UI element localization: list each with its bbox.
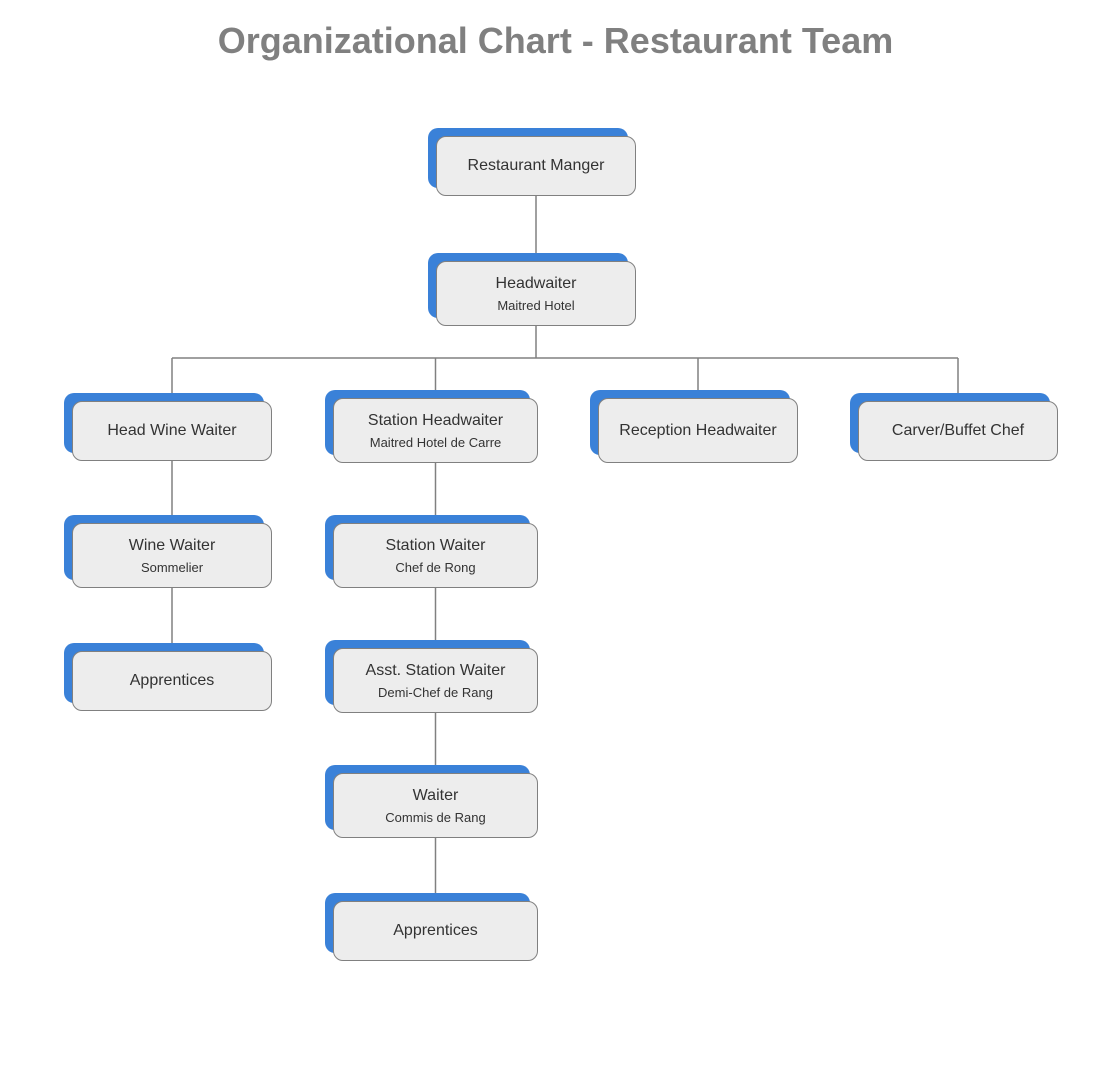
org-node-box: Station Waiter Chef de Rong	[333, 523, 538, 588]
org-node-box: Asst. Station Waiter Demi-Chef de Rang	[333, 648, 538, 713]
org-node: Waiter Commis de Rang	[333, 773, 538, 838]
org-node-box: Apprentices	[72, 651, 272, 711]
org-node: Station Headwaiter Maitred Hotel de Carre	[333, 398, 538, 463]
org-node: Apprentices	[72, 651, 272, 711]
org-node-title: Station Headwaiter	[368, 411, 503, 431]
org-node-subtitle: Maitred Hotel	[497, 298, 574, 314]
org-node-subtitle: Demi-Chef de Rang	[378, 685, 493, 701]
org-node-box: Station Headwaiter Maitred Hotel de Carre	[333, 398, 538, 463]
org-node-subtitle: Maitred Hotel de Carre	[370, 435, 502, 451]
org-node-title: Waiter	[413, 786, 459, 806]
org-node-box: Apprentices	[333, 901, 538, 961]
org-node: Carver/Buffet Chef	[858, 401, 1058, 461]
org-node-title: Apprentices	[130, 671, 215, 691]
org-node-title: Wine Waiter	[129, 536, 216, 556]
org-node-box: Carver/Buffet Chef	[858, 401, 1058, 461]
org-node-title: Headwaiter	[496, 274, 577, 294]
org-node: Asst. Station Waiter Demi-Chef de Rang	[333, 648, 538, 713]
org-node-title: Reception Headwaiter	[619, 421, 776, 441]
org-node-subtitle: Commis de Rang	[385, 810, 485, 826]
org-node-box: Reception Headwaiter	[598, 398, 798, 463]
org-node: Headwaiter Maitred Hotel	[436, 261, 636, 326]
org-node: Restaurant Manger	[436, 136, 636, 196]
org-node-box: Wine Waiter Sommelier	[72, 523, 272, 588]
org-node-title: Asst. Station Waiter	[366, 661, 506, 681]
chart-title: Organizational Chart - Restaurant Team	[0, 20, 1111, 62]
org-node: Reception Headwaiter	[598, 398, 798, 463]
org-node-title: Apprentices	[393, 921, 478, 941]
org-node-subtitle: Sommelier	[141, 560, 203, 576]
org-node: Station Waiter Chef de Rong	[333, 523, 538, 588]
org-node-title: Head Wine Waiter	[107, 421, 236, 441]
org-node-title: Carver/Buffet Chef	[892, 421, 1024, 441]
org-node-box: Restaurant Manger	[436, 136, 636, 196]
org-node-box: Waiter Commis de Rang	[333, 773, 538, 838]
org-node-title: Station Waiter	[386, 536, 486, 556]
org-node-box: Head Wine Waiter	[72, 401, 272, 461]
org-node-subtitle: Chef de Rong	[395, 560, 475, 576]
org-node: Wine Waiter Sommelier	[72, 523, 272, 588]
org-chart-canvas: Organizational Chart - Restaurant Team R…	[0, 0, 1111, 1087]
org-node: Head Wine Waiter	[72, 401, 272, 461]
org-node-title: Restaurant Manger	[468, 156, 605, 176]
org-node-box: Headwaiter Maitred Hotel	[436, 261, 636, 326]
org-node: Apprentices	[333, 901, 538, 961]
